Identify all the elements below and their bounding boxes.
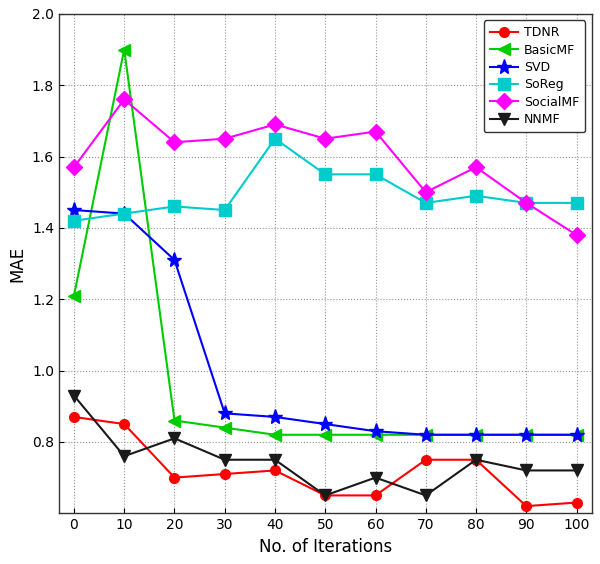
NNMF	[121, 453, 128, 460]
TDNR	[472, 456, 479, 463]
SocialMF	[523, 200, 530, 206]
BasicMF	[171, 417, 178, 424]
NNMF	[372, 474, 379, 481]
BasicMF	[221, 424, 229, 431]
TDNR	[573, 499, 580, 506]
SoReg	[472, 192, 479, 199]
SoReg	[221, 206, 229, 213]
SVD	[372, 428, 379, 435]
SocialMF	[70, 164, 77, 170]
SocialMF	[422, 189, 430, 196]
SocialMF	[121, 96, 128, 103]
TDNR	[322, 492, 329, 499]
SoReg	[573, 200, 580, 206]
Line: SocialMF: SocialMF	[68, 94, 582, 241]
Legend: TDNR, BasicMF, SVD, SoReg, SocialMF, NNMF: TDNR, BasicMF, SVD, SoReg, SocialMF, NNM…	[484, 20, 586, 133]
TDNR	[171, 474, 178, 481]
SocialMF	[221, 135, 229, 142]
Line: BasicMF: BasicMF	[68, 44, 582, 440]
X-axis label: No. of Iterations: No. of Iterations	[259, 537, 392, 556]
SVD	[523, 431, 530, 438]
BasicMF	[422, 431, 430, 438]
SocialMF	[573, 232, 580, 239]
Line: NNMF: NNMF	[68, 390, 582, 501]
BasicMF	[372, 431, 379, 438]
BasicMF	[573, 431, 580, 438]
SoReg	[422, 200, 430, 206]
BasicMF	[523, 431, 530, 438]
NNMF	[70, 392, 77, 399]
SocialMF	[472, 164, 479, 170]
TDNR	[121, 421, 128, 428]
SoReg	[121, 210, 128, 217]
BasicMF	[271, 431, 278, 438]
TDNR	[422, 456, 430, 463]
SoReg	[171, 203, 178, 210]
SVD	[422, 431, 430, 438]
BasicMF	[472, 431, 479, 438]
NNMF	[221, 456, 229, 463]
TDNR	[221, 470, 229, 477]
SoReg	[322, 171, 329, 178]
BasicMF	[121, 46, 128, 53]
SVD	[322, 421, 329, 428]
Y-axis label: MAE: MAE	[8, 245, 26, 281]
NNMF	[523, 467, 530, 474]
NNMF	[322, 492, 329, 499]
SocialMF	[322, 135, 329, 142]
SoReg	[70, 217, 77, 224]
SocialMF	[171, 139, 178, 146]
SVD	[271, 413, 278, 420]
NNMF	[573, 467, 580, 474]
BasicMF	[70, 292, 77, 299]
SVD	[573, 431, 580, 438]
SoReg	[523, 200, 530, 206]
SVD	[221, 410, 229, 417]
TDNR	[523, 503, 530, 509]
Line: SoReg: SoReg	[68, 133, 582, 226]
TDNR	[372, 492, 379, 499]
NNMF	[271, 456, 278, 463]
SoReg	[372, 171, 379, 178]
NNMF	[472, 456, 479, 463]
NNMF	[171, 435, 178, 442]
SVD	[171, 257, 178, 263]
SVD	[121, 210, 128, 217]
SVD	[472, 431, 479, 438]
Line: SVD: SVD	[67, 202, 584, 442]
BasicMF	[322, 431, 329, 438]
SocialMF	[372, 128, 379, 135]
SVD	[70, 206, 77, 213]
TDNR	[271, 467, 278, 474]
SocialMF	[271, 121, 278, 128]
TDNR	[70, 413, 77, 420]
NNMF	[422, 492, 430, 499]
SoReg	[271, 135, 278, 142]
Line: TDNR: TDNR	[69, 412, 581, 511]
